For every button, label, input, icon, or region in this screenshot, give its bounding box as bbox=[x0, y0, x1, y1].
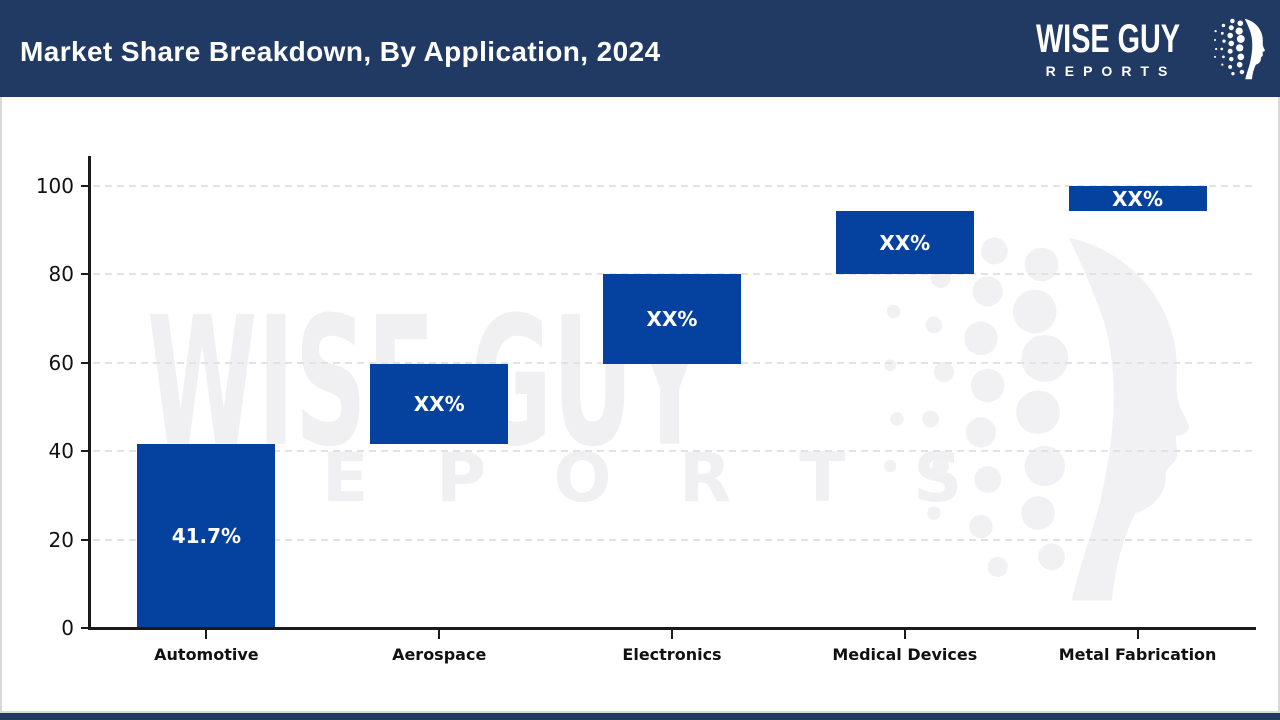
x-tick bbox=[438, 630, 441, 639]
y-tick bbox=[81, 450, 90, 453]
y-tick-label: 80 bbox=[48, 262, 74, 287]
wiseguy-head-icon bbox=[1214, 18, 1265, 80]
x-tick-label: Metal Fabrication bbox=[1058, 645, 1217, 664]
x-axis bbox=[88, 627, 1256, 630]
x-tick-label: Electronics bbox=[622, 645, 722, 664]
bar-label: 41.7% bbox=[171, 523, 242, 548]
gridline bbox=[93, 538, 1254, 541]
watermark-head-icon bbox=[884, 237, 1190, 601]
logo-subtitle: REPORTS bbox=[1045, 63, 1177, 79]
y-tick bbox=[81, 538, 90, 541]
wiseguy-logo: WISE GUY REPORTS bbox=[1008, 6, 1266, 92]
y-tick-label: 20 bbox=[48, 527, 74, 552]
x-tick bbox=[1136, 630, 1139, 639]
bar-label: XX% bbox=[413, 391, 465, 416]
bar-automotive: 41.7% bbox=[137, 443, 276, 628]
bar-label: XX% bbox=[646, 307, 698, 332]
x-tick-label: Automotive bbox=[154, 645, 259, 664]
y-tick bbox=[81, 361, 90, 364]
x-tick bbox=[671, 630, 673, 639]
footer-bar bbox=[0, 713, 1280, 720]
logo-wordmark: WISE GUY bbox=[1035, 17, 1180, 61]
y-tick-label: 0 bbox=[61, 616, 74, 640]
y-axis bbox=[88, 156, 91, 630]
bar-label: XX% bbox=[879, 230, 931, 255]
gridline bbox=[93, 450, 1254, 453]
y-tick bbox=[81, 627, 90, 629]
bar-medical-devices: XX% bbox=[835, 211, 974, 275]
watermark-subtitle: R E P O R T S bbox=[202, 439, 985, 518]
gridline bbox=[93, 185, 1254, 187]
y-tick-label: 60 bbox=[48, 350, 74, 375]
page-title: Market Share Breakdown, By Application, … bbox=[20, 36, 661, 67]
chart-area: WISE GUY R E P O R T S 0 20 40 60 80 100 41.7%… bbox=[0, 97, 1280, 713]
bar-aerospace: XX% bbox=[370, 364, 509, 444]
y-tick-label: 40 bbox=[48, 439, 74, 464]
x-tick bbox=[903, 630, 906, 639]
y-tick-label: 100 bbox=[35, 174, 74, 198]
header-bar: Market Share Breakdown, By Application, … bbox=[0, 0, 1280, 97]
y-tick bbox=[81, 185, 90, 187]
bar-metal-fabrication: XX% bbox=[1068, 186, 1207, 212]
y-tick bbox=[81, 273, 90, 276]
logo-text: WISE GUY REPORTS bbox=[1008, 19, 1208, 79]
x-tick-label: Medical Devices bbox=[832, 645, 978, 664]
x-tick-label: Aerospace bbox=[392, 645, 487, 664]
bar-electronics: XX% bbox=[603, 274, 741, 365]
bar-label: XX% bbox=[1112, 186, 1164, 211]
x-tick bbox=[205, 630, 208, 639]
